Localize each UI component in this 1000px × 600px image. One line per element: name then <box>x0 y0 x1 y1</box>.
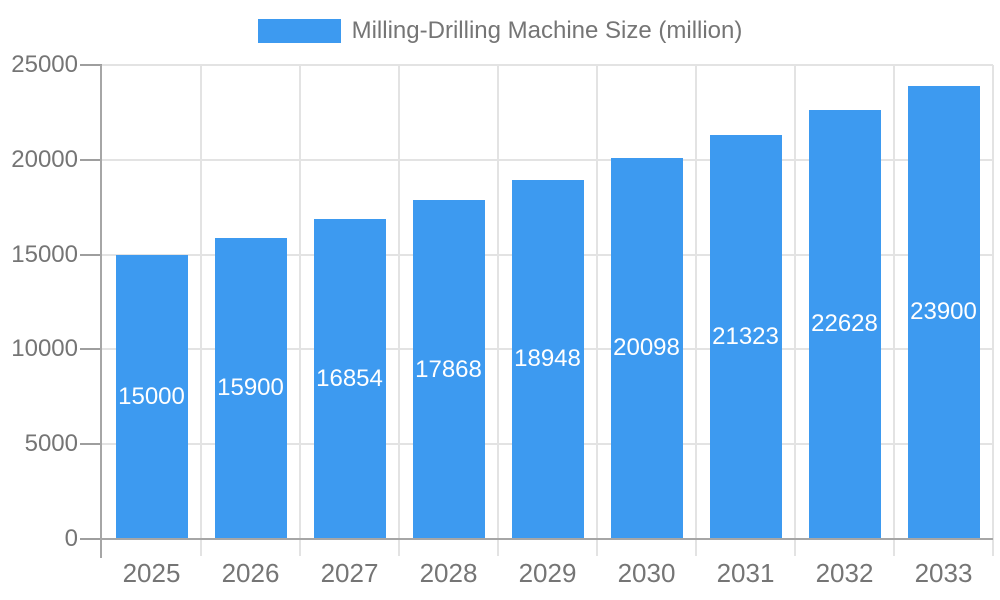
x-tick <box>497 539 499 556</box>
x-gridline <box>893 65 895 539</box>
bar-2031[interactable]: 21323 <box>709 134 782 539</box>
bar-2026[interactable]: 15900 <box>214 237 287 539</box>
x-axis-label: 2029 <box>518 558 577 588</box>
bar-value-label: 21323 <box>712 322 779 350</box>
bar-value-label: 16854 <box>316 365 383 393</box>
bar-2029[interactable]: 18948 <box>511 179 584 539</box>
y-gridline <box>102 158 993 161</box>
y-axis-line <box>100 65 102 558</box>
y-gridline <box>102 64 993 66</box>
x-tick <box>299 539 301 556</box>
legend-swatch-icon <box>257 19 341 43</box>
bar-2033[interactable]: 23900 <box>907 85 980 539</box>
x-gridline <box>695 65 697 539</box>
bar-2030[interactable]: 20098 <box>610 157 683 539</box>
y-axis-label: 15000 <box>11 240 78 268</box>
bar-2027[interactable]: 16854 <box>313 219 386 539</box>
bar-value-label: 22628 <box>811 310 878 338</box>
x-gridline <box>497 65 499 539</box>
x-axis-label: 2026 <box>221 558 280 588</box>
x-gridline <box>299 65 301 539</box>
bar-2025[interactable]: 15000 <box>115 254 188 539</box>
bar-value-label: 18948 <box>514 345 581 373</box>
x-axis-label: 2031 <box>716 558 775 588</box>
x-tick <box>200 539 202 556</box>
chart-legend[interactable]: Milling-Drilling Machine Size (million) <box>0 17 1000 44</box>
x-gridline <box>596 65 598 539</box>
y-tick <box>80 348 102 351</box>
bar-value-label: 20098 <box>613 334 680 362</box>
y-tick <box>80 64 102 66</box>
x-axis-line <box>100 538 993 540</box>
x-gridline <box>794 65 796 539</box>
bar-value-label: 15000 <box>118 382 185 410</box>
x-axis-label: 2032 <box>815 558 874 588</box>
y-axis-label: 0 <box>64 525 78 552</box>
x-gridline <box>992 65 994 539</box>
x-tick <box>596 539 598 556</box>
x-axis-label: 2025 <box>122 558 181 588</box>
x-axis-label: 2033 <box>914 558 973 588</box>
bar-value-label: 23900 <box>910 298 977 326</box>
y-axis-label: 10000 <box>11 335 78 363</box>
legend-label: Milling-Drilling Machine Size (million) <box>351 17 743 44</box>
bar-value-label: 15900 <box>217 374 284 402</box>
x-axis-label: 2028 <box>419 558 478 588</box>
bar-value-label: 17868 <box>415 355 482 383</box>
x-tick <box>794 539 796 556</box>
x-tick <box>893 539 895 556</box>
y-tick <box>80 253 102 256</box>
bar-2028[interactable]: 17868 <box>412 200 485 539</box>
x-axis-label: 2027 <box>320 558 379 588</box>
x-tick <box>695 539 697 556</box>
y-tick <box>80 158 102 161</box>
x-gridline <box>200 65 202 539</box>
x-tick <box>992 539 994 556</box>
y-axis-label: 5000 <box>24 430 78 458</box>
x-axis-label: 2030 <box>617 558 676 588</box>
y-tick <box>80 538 102 540</box>
y-tick <box>80 443 102 446</box>
y-axis-label: 20000 <box>11 145 78 173</box>
x-tick <box>398 539 400 556</box>
bar-2032[interactable]: 22628 <box>808 109 881 539</box>
y-axis-label: 25000 <box>11 51 78 78</box>
x-gridline <box>398 65 400 539</box>
